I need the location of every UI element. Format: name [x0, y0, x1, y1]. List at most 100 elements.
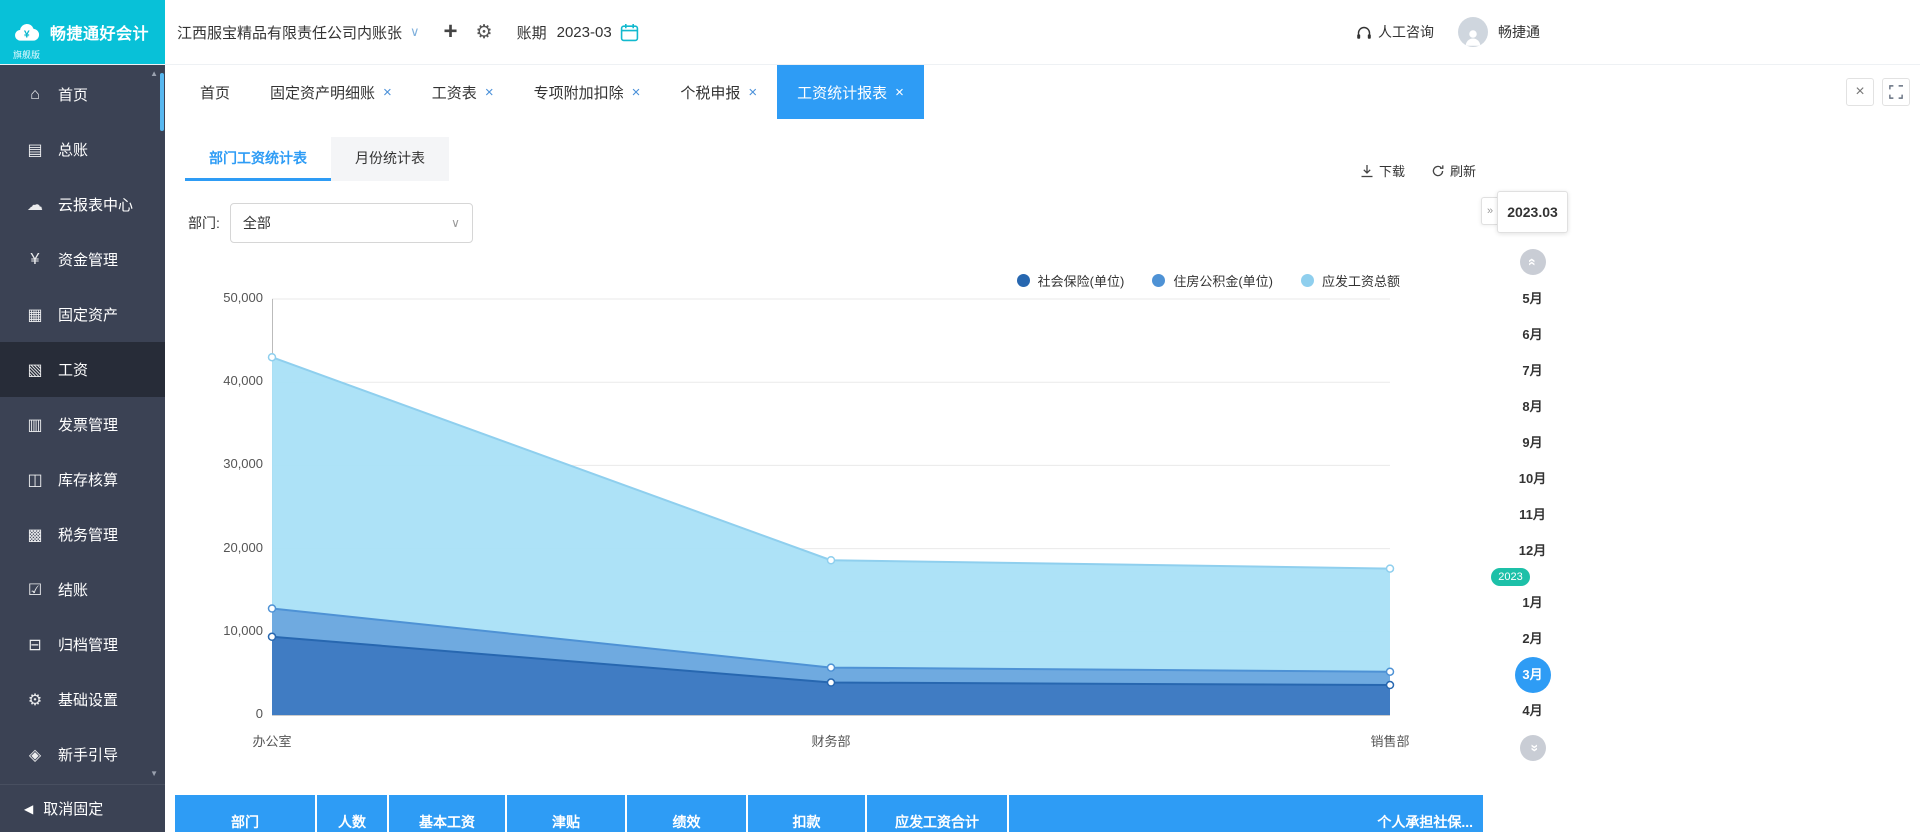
month-item[interactable]: 7月 [1522, 363, 1543, 378]
tab-label: 专项附加扣除 [533, 84, 624, 102]
svg-text:¥: ¥ [24, 30, 30, 41]
month-item[interactable]: 12月 [1518, 543, 1547, 558]
x-axis-label: 财务部 [811, 734, 851, 749]
avatar[interactable] [1458, 17, 1488, 47]
sidebar-item-closing[interactable]: ☑ 结账 [0, 562, 165, 617]
legend-item[interactable]: 应发工资总额 [1300, 271, 1400, 290]
chart-marker [1385, 680, 1395, 690]
support-link[interactable]: 人工咨询 [1356, 22, 1434, 42]
chart-area [272, 357, 1390, 715]
month-item[interactable]: 3月 [1514, 657, 1551, 693]
tab[interactable]: 工资统计报表 × [777, 65, 924, 119]
download-icon [1361, 164, 1373, 177]
chart-marker [826, 678, 836, 687]
scroll-months-up-button[interactable]: « [1519, 249, 1546, 275]
legend-item[interactable]: 社会保险(单位) [1016, 271, 1124, 290]
month-item[interactable]: 8月 [1522, 399, 1543, 414]
company-selector[interactable]: 江西服宝精品有限责任公司内账张 ∨ [177, 22, 420, 43]
home-icon: ⌂ [30, 85, 40, 103]
chart-area [272, 636, 1390, 715]
sidebar-item-archive[interactable]: ⊟ 归档管理 [0, 617, 165, 672]
sidebar-item-label: 云报表中心 [58, 197, 134, 214]
tab[interactable]: 个税申报 × [660, 65, 777, 119]
sidebar-scroll-up-icon[interactable]: ▲ [150, 69, 158, 78]
sidebar-item-ledger[interactable]: ▤ 总账 [0, 122, 165, 177]
table-header-cell: 部门 [175, 795, 317, 832]
sidebar-item-guide[interactable]: ◈ 新手引导 [0, 727, 165, 782]
tab-close-icon[interactable]: × [484, 83, 494, 101]
month-item[interactable]: 9月 [1522, 435, 1543, 450]
sidebar-item-label: 基础设置 [58, 692, 119, 709]
sidebar-scrollbar-thumb[interactable] [160, 73, 164, 131]
year-badge: 2023 [1491, 568, 1530, 586]
chart-marker [267, 352, 277, 362]
funds-icon: ¥ [30, 250, 40, 268]
period-value[interactable]: 2023-03 [556, 23, 612, 41]
tabbar-actions: × [1846, 65, 1910, 119]
sidebar-item-home[interactable]: ⌂ 首页 [0, 67, 165, 122]
tab-close-icon[interactable]: × [748, 83, 758, 101]
sidebar-item-invoice[interactable]: ▥ 发票管理 [0, 397, 165, 452]
sidebar-scroll-down-icon[interactable]: ▼ [150, 769, 158, 778]
tab[interactable]: 固定资产明细账 × [250, 65, 412, 119]
subtab[interactable]: 部门工资统计表 [185, 137, 331, 181]
download-button[interactable]: 下载 [1360, 161, 1405, 180]
close-all-tabs-button[interactable]: × [1846, 78, 1874, 106]
legend-item[interactable]: 住房公积金(单位) [1152, 271, 1273, 290]
y-axis-tick: 20,000 [223, 539, 263, 555]
tab[interactable]: 首页 [180, 65, 250, 119]
tab[interactable]: 工资表 × [412, 65, 514, 119]
support-label: 人工咨询 [1378, 24, 1434, 40]
y-axis-tick: 30,000 [223, 456, 263, 472]
tab-close-icon[interactable]: × [631, 83, 641, 101]
chevron-down-icon: ∨ [410, 24, 420, 39]
table-header-cell: 扣款 [748, 795, 867, 832]
tab-label: 固定资产明细账 [270, 84, 376, 102]
unpin-sidebar-button[interactable]: ◀ 取消固定 [0, 784, 165, 832]
filter-row: 部门: 全部 ∨ [188, 203, 473, 243]
month-item[interactable]: 4月 [1522, 703, 1543, 718]
company-name: 江西服宝精品有限责任公司内账张 [177, 24, 403, 42]
refresh-button[interactable]: 刷新 [1431, 161, 1476, 180]
tab[interactable]: 专项附加扣除 × [514, 65, 661, 119]
chart-marker [267, 632, 277, 642]
sidebar-item-fixed-assets[interactable]: ▦ 固定资产 [0, 287, 165, 342]
chart-actions: 下载 刷新 [1360, 161, 1476, 180]
collapse-month-picker-button[interactable]: » [1481, 197, 1498, 225]
sidebar-item-cloud-report[interactable]: ☁ 云报表中心 [0, 177, 165, 232]
sidebar-item-settings[interactable]: ⚙ 基础设置 [0, 672, 165, 727]
sidebar: ▲ ⌂ 首页 ▤ 总账 ☁ 云报表中心 ¥ 资金管理 ▦ 固定资产 ▧ 工资 ▥ 发票管理 ◫ 库存核算 ▩ 税务… [0, 65, 165, 832]
y-axis-tick: 50,000 [223, 290, 263, 305]
subtab[interactable]: 月份统计表 [331, 137, 449, 181]
double-chevron-down-icon: « [1524, 744, 1541, 752]
legend-dot-icon [1152, 274, 1166, 287]
edition-label: 旗舰版 [13, 50, 41, 60]
sidebar-item-label: 发票管理 [58, 417, 119, 434]
sidebar-item-salary[interactable]: ▧ 工资 [0, 342, 165, 397]
month-item[interactable]: 2月 [1522, 631, 1543, 646]
salary-icon: ▧ [27, 361, 43, 379]
calendar-icon[interactable] [620, 23, 639, 42]
current-period[interactable]: 2023.03 [1497, 191, 1568, 233]
fullscreen-button[interactable] [1882, 78, 1910, 106]
month-item[interactable]: 10月 [1518, 471, 1547, 486]
month-item[interactable]: 6月 [1522, 327, 1543, 342]
month-item[interactable]: 5月 [1522, 291, 1543, 306]
scroll-months-down-button[interactable]: « [1519, 735, 1546, 761]
legend-label: 应发工资总额 [1321, 274, 1400, 289]
sidebar-item-label: 库存核算 [58, 472, 119, 489]
x-axis-label: 办公室 [252, 734, 292, 749]
month-item[interactable]: 1月 [1522, 595, 1543, 610]
tab-label: 首页 [200, 84, 231, 102]
add-account-button[interactable]: + [443, 18, 458, 45]
tab-close-icon[interactable]: × [383, 83, 392, 101]
sidebar-item-tax[interactable]: ▩ 税务管理 [0, 507, 165, 562]
sidebar-item-inventory[interactable]: ◫ 库存核算 [0, 452, 165, 507]
tab-close-icon[interactable]: × [895, 83, 904, 101]
month-item[interactable]: 11月 [1519, 507, 1546, 522]
sidebar-item-label: 工资 [58, 362, 89, 379]
department-dropdown[interactable]: 全部 ∨ [229, 203, 473, 243]
settings-gear-icon[interactable]: ⚙ [475, 21, 493, 43]
sidebar-item-funds[interactable]: ¥ 资金管理 [0, 232, 165, 287]
